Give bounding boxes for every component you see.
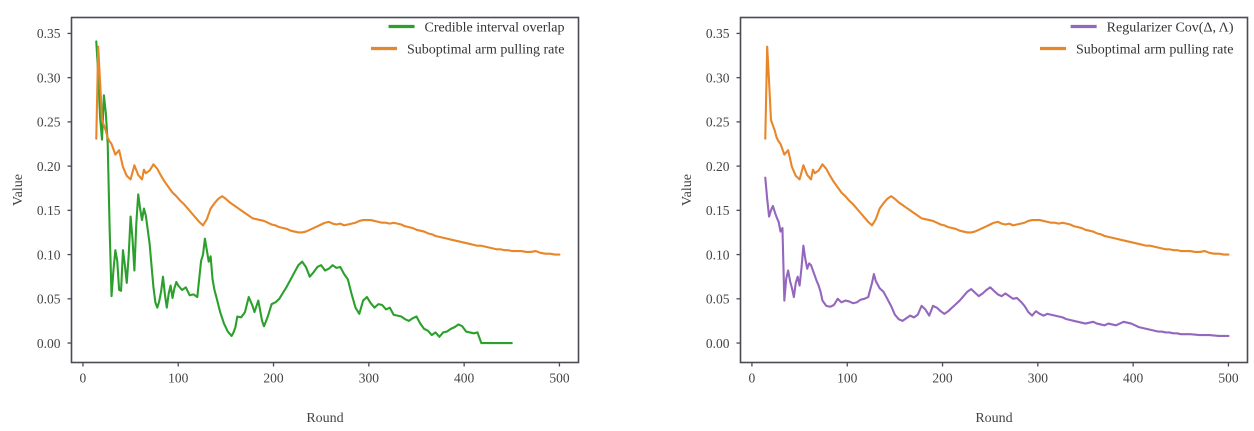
right-series-lines bbox=[764, 45, 1230, 338]
y-tick-label: 0.10 bbox=[37, 247, 61, 262]
left-tick-marks bbox=[67, 32, 561, 367]
y-tick-label: 0.30 bbox=[706, 70, 730, 85]
y-tick-label: 0.20 bbox=[37, 159, 61, 174]
series-line bbox=[764, 45, 1230, 256]
y-tick-label: 0.25 bbox=[37, 115, 61, 130]
left-panel-svg: 0.00 0.05 0.10 0.15 0.20 0.25 0.30 0.35 0 100 200… bbox=[0, 0, 627, 431]
right-legend: Regularizer Cov(Δ, Λ) Suboptimal arm pull… bbox=[1040, 21, 1234, 58]
right-panel: 0.00 0.05 0.10 0.15 0.20 0.25 0.30 0.35 0 100 200… bbox=[627, 0, 1254, 431]
legend-label: Suboptimal arm pulling rate bbox=[1076, 43, 1233, 58]
right-plot-area: 0.00 0.05 0.10 0.15 0.20 0.25 0.30 0.35 0 100 200… bbox=[680, 16, 1249, 426]
left-axes-frame bbox=[70, 16, 580, 364]
series-line bbox=[764, 176, 1230, 338]
series-line bbox=[95, 40, 513, 345]
left-xaxis-title: Round bbox=[306, 411, 343, 426]
y-tick-label: 0.20 bbox=[706, 159, 730, 174]
x-tick-label: 400 bbox=[454, 371, 475, 386]
y-tick-label: 0.15 bbox=[706, 203, 730, 218]
x-tick-label: 0 bbox=[80, 371, 87, 386]
x-tick-label: 300 bbox=[1028, 371, 1049, 386]
legend-label: Credible interval overlap bbox=[425, 21, 565, 36]
left-yaxis-title: Value bbox=[11, 174, 26, 206]
left-series-lines bbox=[95, 40, 561, 345]
x-tick-label: 200 bbox=[932, 371, 953, 386]
x-tick-label: 400 bbox=[1123, 371, 1144, 386]
right-axes-frame bbox=[739, 16, 1249, 364]
left-y-tick-labels: 0.00 0.05 0.10 0.15 0.20 0.25 0.30 0.35 bbox=[37, 26, 61, 351]
left-panel-background bbox=[0, 0, 627, 431]
legend-label: Regularizer Cov(Δ, Λ) bbox=[1107, 21, 1234, 36]
x-tick-label: 100 bbox=[837, 371, 858, 386]
y-tick-label: 0.05 bbox=[706, 292, 730, 307]
y-tick-label: 0.00 bbox=[37, 336, 61, 351]
right-yaxis-title: Value bbox=[680, 174, 695, 206]
y-tick-label: 0.30 bbox=[37, 70, 61, 85]
y-tick-label: 0.00 bbox=[706, 336, 730, 351]
x-tick-label: 300 bbox=[359, 371, 380, 386]
series-line bbox=[95, 45, 561, 256]
y-tick-label: 0.35 bbox=[37, 26, 61, 41]
y-tick-label: 0.15 bbox=[37, 203, 61, 218]
right-tick-marks bbox=[736, 32, 1230, 367]
right-xaxis-title: Round bbox=[975, 411, 1012, 426]
right-panel-svg: 0.00 0.05 0.10 0.15 0.20 0.25 0.30 0.35 0 100 200… bbox=[680, 16, 1249, 426]
y-tick-label: 0.05 bbox=[37, 292, 61, 307]
x-tick-label: 500 bbox=[549, 371, 570, 386]
left-panel: 0.00 0.05 0.10 0.15 0.20 0.25 0.30 0.35 0 100 200… bbox=[0, 0, 627, 431]
y-tick-label: 0.25 bbox=[706, 115, 730, 130]
left-legend: Credible interval overlap Suboptimal arm … bbox=[371, 21, 565, 58]
right-x-tick-labels: 0 100 200 300 400 500 bbox=[749, 371, 1239, 386]
left-x-tick-labels: 0 100 200 300 400 500 bbox=[80, 371, 570, 386]
x-tick-label: 200 bbox=[263, 371, 284, 386]
left-plot-area: 0.00 0.05 0.10 0.15 0.20 0.25 0.30 0.35 0 100 200… bbox=[0, 0, 627, 431]
y-tick-label: 0.35 bbox=[706, 26, 730, 41]
x-tick-label: 0 bbox=[749, 371, 756, 386]
y-tick-label: 0.10 bbox=[706, 247, 730, 262]
x-tick-label: 100 bbox=[168, 371, 189, 386]
right-y-tick-labels: 0.00 0.05 0.10 0.15 0.20 0.25 0.30 0.35 bbox=[706, 26, 730, 351]
x-tick-label: 500 bbox=[1218, 371, 1239, 386]
legend-label: Suboptimal arm pulling rate bbox=[407, 43, 564, 58]
